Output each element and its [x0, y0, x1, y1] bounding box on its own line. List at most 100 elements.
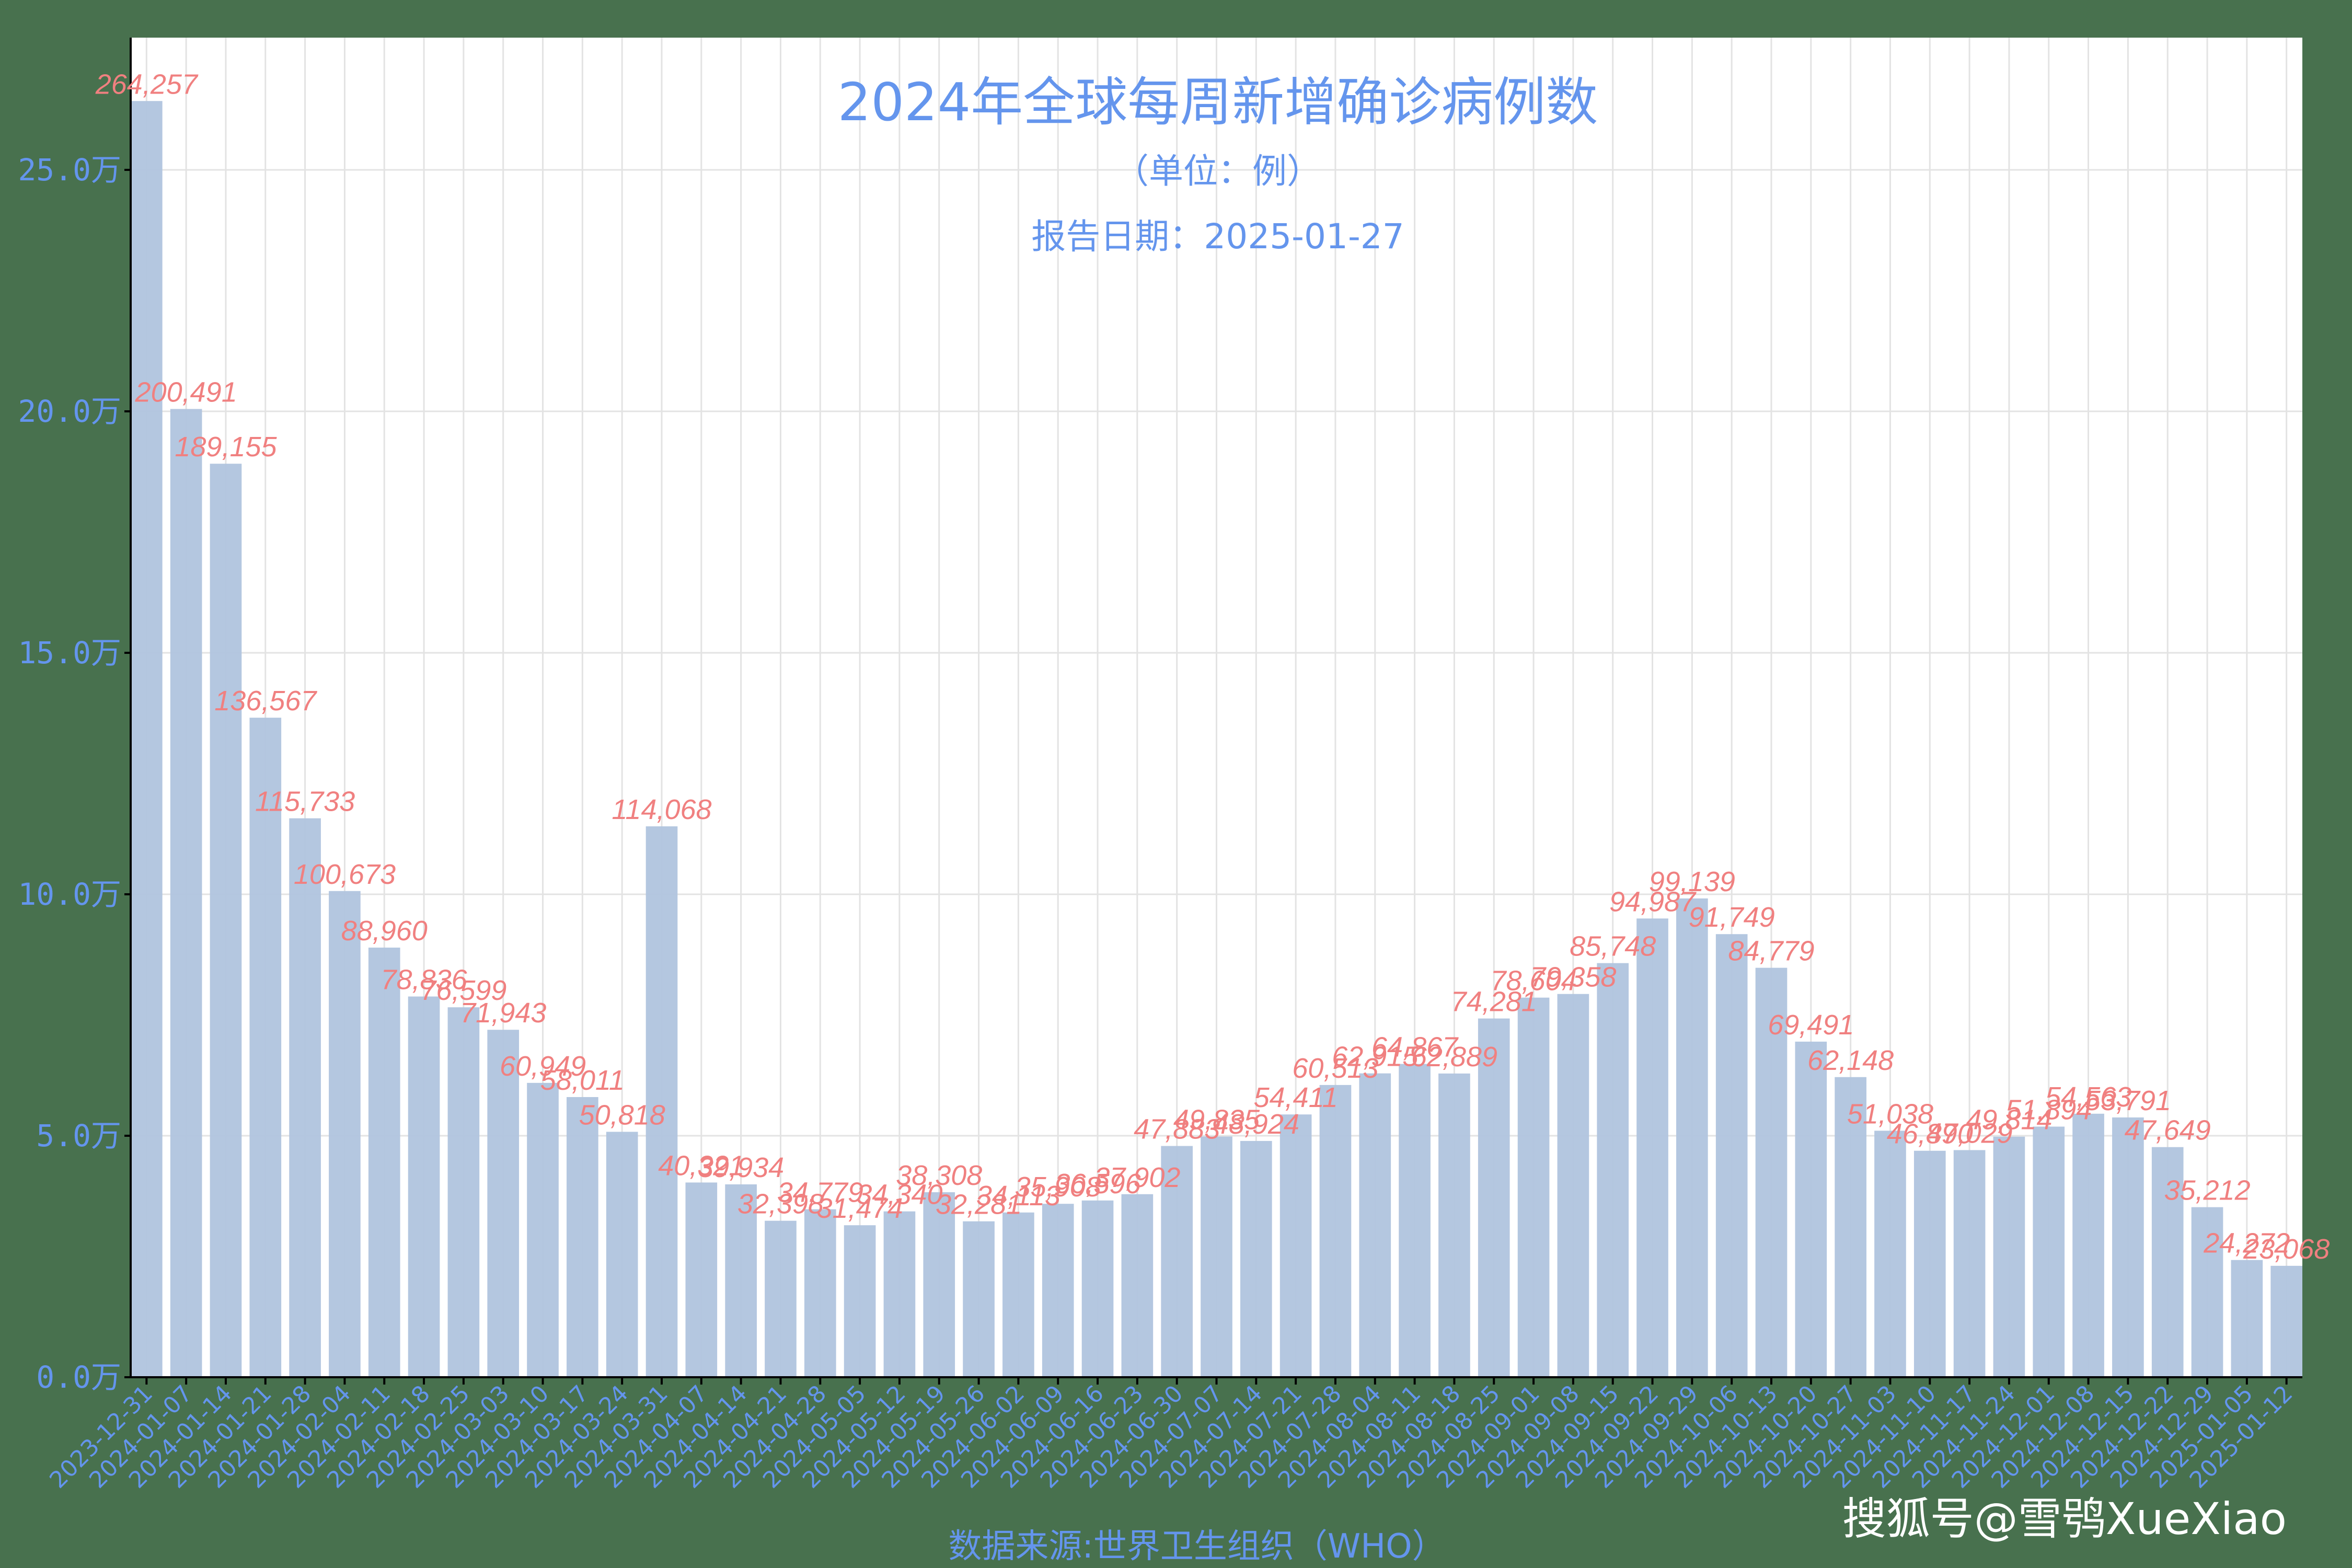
value-label: 85,748: [1570, 931, 1656, 962]
value-label: 34,340: [856, 1179, 942, 1210]
value-label: 50,818: [579, 1099, 665, 1131]
value-label: 49,814: [1966, 1104, 2052, 1136]
value-label: 62,915: [1332, 1041, 1419, 1073]
value-label: 32,398: [737, 1189, 824, 1220]
bar: [447, 1007, 480, 1377]
value-label: 94,987: [1609, 886, 1697, 917]
value-label: 39,934: [698, 1152, 784, 1183]
bar: [1081, 1200, 1114, 1377]
value-label: 47,029: [1927, 1117, 2013, 1149]
value-label: 54,563: [2045, 1081, 2131, 1113]
value-label: 264,257: [95, 68, 199, 100]
bar: [1201, 1136, 1232, 1377]
bar: [1399, 1064, 1431, 1377]
value-label: 78,836: [381, 964, 467, 996]
value-label: 60,949: [500, 1051, 586, 1082]
value-label: 51,038: [1847, 1098, 1933, 1129]
y-tick-label: 10.0万: [18, 877, 121, 912]
value-label: 84,779: [1728, 936, 1814, 967]
bar: [567, 1097, 598, 1377]
value-label: 35,908: [1015, 1171, 1101, 1203]
value-label: 48,924: [1213, 1109, 1299, 1140]
bar: [2033, 1126, 2065, 1377]
y-tick-label: 5.0万: [36, 1118, 121, 1154]
bar: [1755, 967, 1788, 1377]
value-label: 32,281: [936, 1189, 1022, 1220]
value-label: 23,068: [2243, 1233, 2330, 1265]
bar: [883, 1211, 916, 1377]
value-label: 47,883: [1134, 1114, 1220, 1145]
bar: [923, 1192, 955, 1377]
value-label: 100,673: [294, 859, 396, 890]
value-label: 46,890: [1887, 1119, 1973, 1150]
bar: [329, 891, 361, 1377]
value-label: 136,567: [214, 685, 317, 717]
bar: [1993, 1136, 2025, 1377]
bar: [1676, 898, 1708, 1377]
value-label: 200,491: [135, 376, 237, 408]
y-tick-label: 0.0万: [36, 1359, 121, 1395]
value-label: 51,894: [2005, 1094, 2092, 1125]
bar: [1240, 1140, 1272, 1377]
bar: [1517, 997, 1550, 1377]
value-label: 74,281: [1451, 986, 1537, 1018]
x-axis-ticks: 2023-12-312024-01-072024-01-142024-01-21…: [44, 1377, 2298, 1494]
bar: [1795, 1041, 1827, 1377]
bar: [249, 718, 282, 1377]
value-label: 88,960: [341, 915, 428, 947]
bar: [804, 1209, 836, 1377]
bar: [1359, 1073, 1391, 1377]
value-label: 37,902: [1094, 1162, 1180, 1193]
bar: [1874, 1131, 1906, 1377]
value-label: 58,011: [540, 1065, 625, 1096]
bar: [765, 1220, 797, 1377]
bar: [1121, 1194, 1154, 1377]
value-label: 36,596: [1054, 1168, 1141, 1200]
y-axis-ticks: 0.0万 5.0万 10.0万 15.0万 20.0万 25.0万: [18, 152, 131, 1395]
bar: [1319, 1085, 1352, 1377]
bar: [1835, 1077, 1866, 1377]
value-label: 62,148: [1807, 1045, 1894, 1076]
bar: [685, 1182, 718, 1377]
bar: [289, 818, 321, 1377]
report-date: 报告日期：2025-01-27: [1031, 216, 1404, 257]
value-label: 35,212: [2164, 1175, 2250, 1206]
bar: [2231, 1260, 2263, 1377]
bar: [1279, 1114, 1312, 1377]
value-label: 47,649: [2125, 1115, 2211, 1146]
value-label: 64,867: [1371, 1032, 1459, 1063]
chart-subtitle: （单位：例）: [1114, 151, 1321, 191]
bar: [170, 409, 202, 1377]
value-label: 60,513: [1292, 1053, 1378, 1084]
bar: [1042, 1204, 1074, 1377]
bar: [2112, 1117, 2144, 1377]
bar: [1557, 994, 1589, 1377]
bar: [368, 948, 400, 1377]
value-label: 78,604: [1490, 965, 1576, 997]
bar: [1161, 1146, 1193, 1377]
bar: [1913, 1150, 1946, 1377]
bar: [2191, 1207, 2223, 1377]
bar: [1715, 934, 1748, 1377]
bar: [1953, 1150, 1986, 1377]
value-label: 34,113: [976, 1180, 1060, 1212]
bar: [1597, 963, 1629, 1377]
bar: [645, 826, 678, 1377]
y-tick-label: 20.0万: [18, 394, 121, 429]
bar: [1478, 1018, 1510, 1377]
bar: [606, 1132, 638, 1377]
bar: [487, 1030, 520, 1377]
value-label: 34,779: [777, 1177, 863, 1208]
bar: [1002, 1212, 1034, 1377]
value-label: 91,749: [1689, 902, 1775, 933]
bar: [2270, 1265, 2302, 1377]
bar: [1636, 918, 1668, 1377]
bar: [131, 101, 163, 1377]
value-label: 115,733: [255, 786, 355, 817]
bar: [2151, 1147, 2184, 1377]
value-label: 79,358: [1530, 962, 1616, 993]
bar: [844, 1225, 876, 1377]
bar: [210, 464, 242, 1378]
bar: [2072, 1113, 2104, 1377]
